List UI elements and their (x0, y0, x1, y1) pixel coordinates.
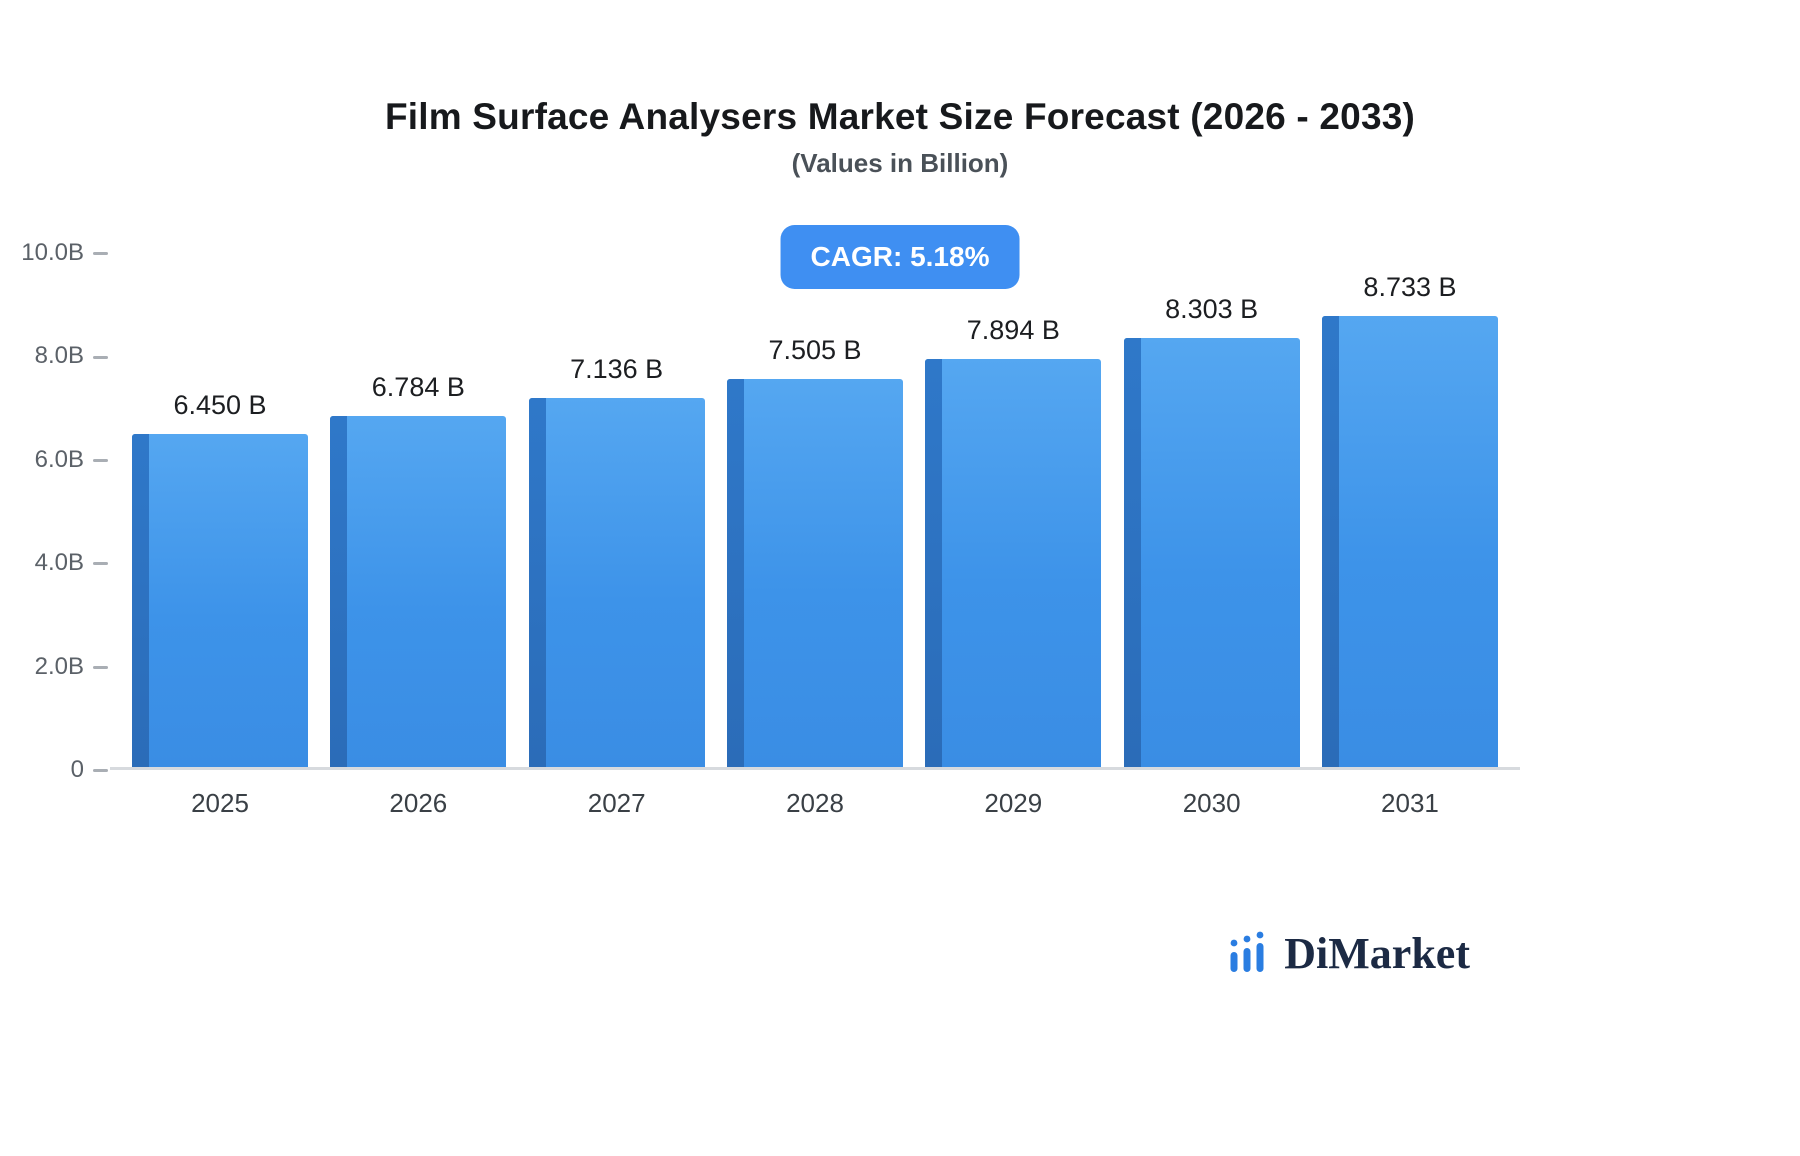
y-tick-mark (93, 562, 108, 566)
bar-group: 6.450 B 2025 (132, 390, 308, 818)
bar-value-label: 6.784 B (371, 372, 465, 402)
chart-title: Film Surface Analysers Market Size Forec… (384, 96, 1416, 137)
bar-group: 6.784 B 2026 (330, 372, 507, 818)
bar (1123, 338, 1300, 767)
x-axis-label: 2026 (389, 788, 448, 818)
bar-group: 7.505 B 2028 (726, 335, 903, 818)
x-axis-label: 2027 (587, 788, 646, 818)
bar-value-label: 7.505 B (768, 335, 862, 365)
bar (1321, 316, 1498, 767)
x-axis-label: 2030 (1182, 788, 1241, 818)
x-axis-label: 2029 (984, 788, 1043, 818)
bar-group: 8.303 B 2030 (1123, 294, 1300, 818)
y-tick-label: 2.0B (0, 653, 108, 681)
bar-chart-icon (1230, 931, 1264, 972)
plot-area: 6.450 B 2025 6.784 B 2026 7.136 B 2027 7.505 B… (110, 253, 1520, 818)
y-tick-label: 4.0B (0, 549, 108, 577)
logo: DiMarket (1226, 930, 1470, 976)
y-tick-label: 0 (0, 756, 108, 784)
bar (528, 398, 705, 767)
bar (925, 359, 1102, 767)
y-tick-mark (93, 458, 108, 462)
y-tick-mark (93, 769, 108, 773)
bar-group: 7.136 B 2027 (528, 354, 705, 818)
y-tick-label: 6.0B (0, 446, 108, 474)
chart-subtitle: (Values in Billion) (791, 148, 1009, 178)
x-axis-label: 2031 (1381, 788, 1439, 818)
y-tick-mark (93, 665, 108, 669)
y-axis: 10.0B 8.0B 6.0B 4.0B 2.0B 0 (0, 239, 108, 783)
bar-group: 7.894 B 2029 (925, 315, 1102, 818)
cagr-badge: CAGR: 5.18% (780, 225, 1020, 289)
x-axis-label: 2028 (786, 788, 844, 818)
x-axis-label: 2025 (191, 788, 249, 818)
y-tick-label: 10.0B (0, 239, 108, 267)
bar (330, 416, 507, 767)
logo-text: DiMarket (1284, 929, 1470, 978)
y-tick-label: 8.0B (0, 342, 108, 370)
bar-group: 8.733 B 2031 (1321, 272, 1498, 818)
bar (726, 379, 903, 767)
bar-value-label: 7.894 B (966, 315, 1060, 345)
bar-value-label: 7.136 B (570, 354, 664, 384)
bar-value-label: 6.450 B (173, 390, 267, 420)
bar (132, 434, 308, 767)
y-tick-mark (93, 252, 108, 256)
bar-value-label: 8.733 B (1363, 272, 1457, 302)
y-tick-mark (93, 355, 108, 359)
bar-value-label: 8.303 B (1165, 294, 1259, 324)
